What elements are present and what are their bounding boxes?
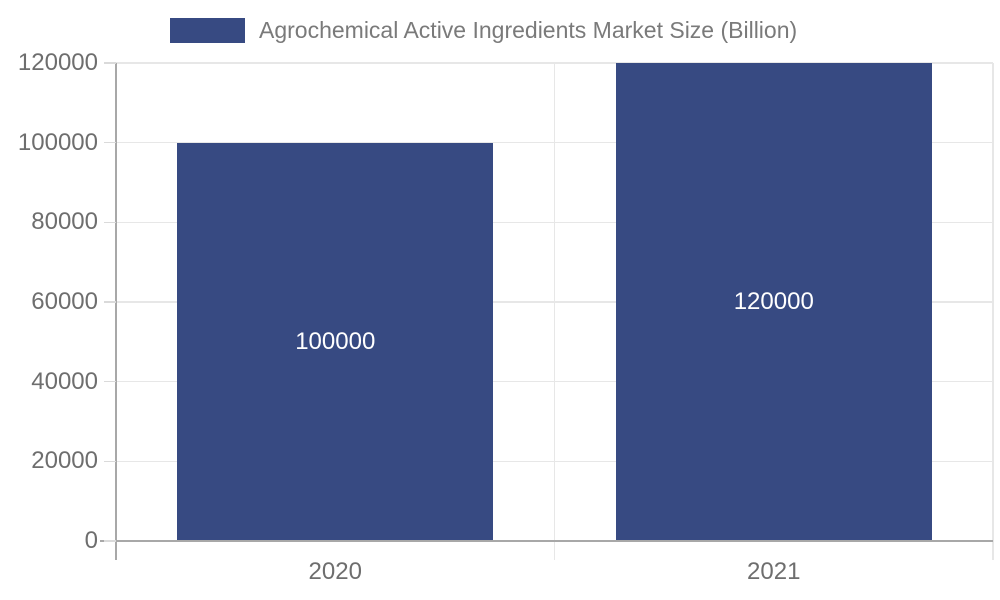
y-axis-tick <box>104 380 116 383</box>
y-axis-tick <box>104 301 116 303</box>
y-axis-tick <box>104 221 116 224</box>
legend-series-label: Agrochemical Active Ingredients Market S… <box>259 17 798 43</box>
y-axis-tick-label: 80000 <box>31 208 98 236</box>
y-axis-tick <box>104 540 116 542</box>
bar-value-label: 120000 <box>733 288 814 315</box>
y-axis-line <box>115 63 117 560</box>
y-axis-tick-label: 20000 <box>31 447 98 475</box>
y-axis-tick-label: 40000 <box>31 367 98 395</box>
plot-area: 100000 120000 <box>116 62 994 560</box>
bar-value-label: 100000 <box>295 327 376 355</box>
y-axis-tick-label: 0 <box>84 527 98 554</box>
chart-legend: Agrochemical Active Ingredients Market S… <box>170 17 797 44</box>
legend-swatch <box>170 18 245 43</box>
category-boundary-line <box>992 63 994 560</box>
y-axis-tick <box>104 62 116 64</box>
bar-2021: 120000 <box>615 63 932 541</box>
bar-2020: 100000 <box>177 142 494 541</box>
y-axis-tick-label: 60000 <box>31 288 98 315</box>
category-boundary-line <box>553 63 556 560</box>
x-axis-label-2021: 2021 <box>747 558 801 585</box>
x-axis-label-2020: 2020 <box>308 558 362 585</box>
y-axis-tick-label: 100000 <box>17 128 98 156</box>
y-axis-tick-label: 120000 <box>17 49 98 76</box>
y-axis-tick <box>104 460 116 463</box>
x-axis-line <box>100 540 993 542</box>
y-axis-tick <box>104 141 116 144</box>
